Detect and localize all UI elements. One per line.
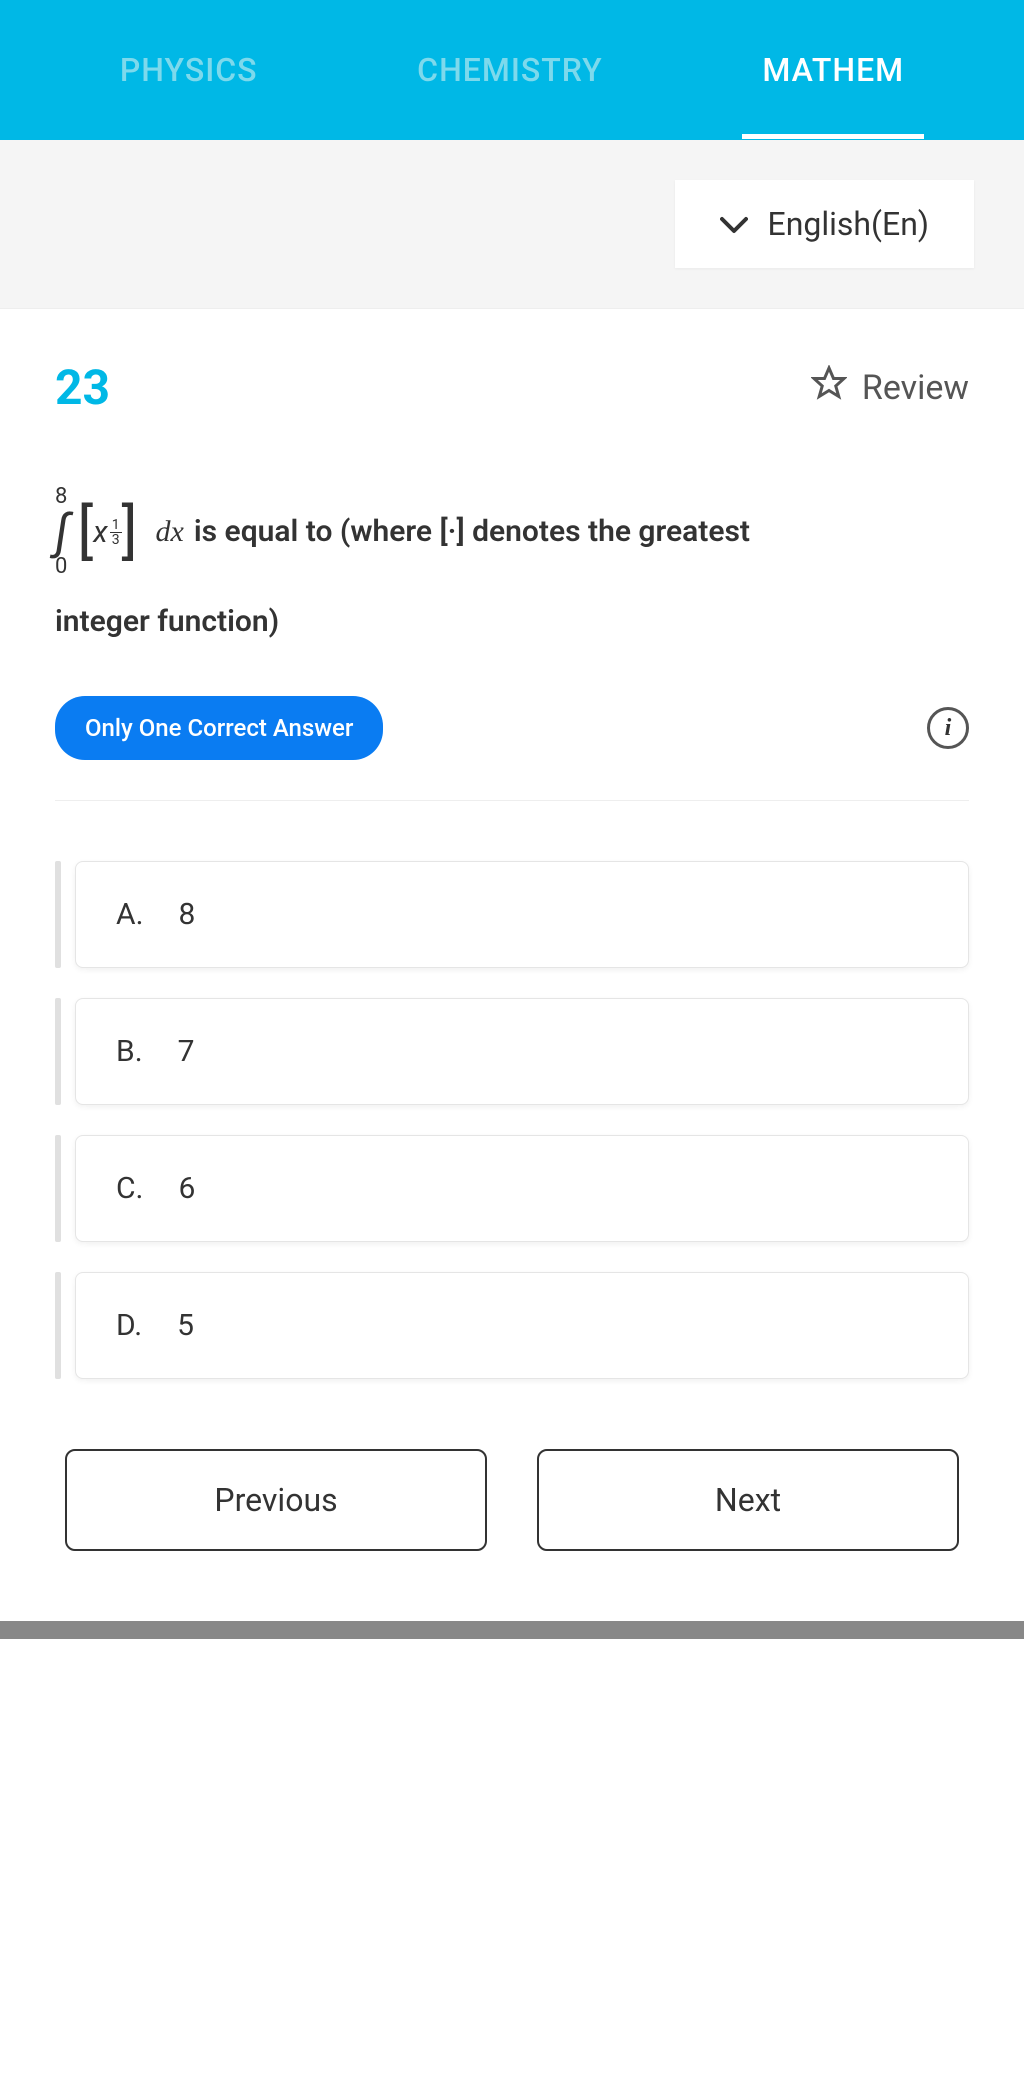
option-card: D. 5	[75, 1272, 969, 1379]
integral-symbol: 8 ∫ 0	[55, 486, 67, 578]
option-a[interactable]: A. 8	[55, 861, 969, 968]
exp-numerator: 1	[110, 518, 122, 533]
options-list: A. 8 B. 7 C. 6 D. 5	[55, 861, 969, 1379]
option-letter: B.	[116, 1034, 143, 1069]
option-indicator	[55, 998, 61, 1105]
tab-chemistry[interactable]: CHEMISTRY	[397, 1, 623, 139]
question-text-1: is equal to (where [·] denotes the great…	[194, 508, 750, 556]
answer-type-badge: Only One Correct Answer	[55, 696, 383, 760]
exponent-fraction: 1 3	[110, 518, 122, 547]
tab-mathematics[interactable]: MATHEM	[742, 1, 924, 139]
integral-sign: ∫	[55, 508, 67, 556]
next-button[interactable]: Next	[537, 1449, 959, 1551]
exp-denominator: 3	[112, 533, 120, 547]
tab-physics[interactable]: PHYSICS	[100, 1, 278, 139]
previous-button[interactable]: Previous	[65, 1449, 487, 1551]
info-icon[interactable]: i	[927, 707, 969, 749]
right-bracket: ]	[122, 508, 138, 556]
option-indicator	[55, 861, 61, 968]
question-header: 23 Review	[55, 359, 969, 416]
footer-bar	[0, 1621, 1024, 1639]
option-letter: A.	[116, 897, 143, 932]
language-bar: English(En)	[0, 140, 1024, 309]
question-number: 23	[55, 359, 110, 416]
option-letter: D.	[116, 1308, 142, 1343]
option-card: C. 6	[75, 1135, 969, 1242]
math-expression: 8 ∫ 0 [ x 1 3 ] dx is equal to (where [·…	[55, 486, 969, 578]
left-bracket: [	[77, 508, 93, 556]
option-value: 7	[178, 1034, 195, 1069]
subject-tabs: PHYSICS CHEMISTRY MATHEM	[0, 0, 1024, 140]
integral-lower: 0	[55, 556, 67, 578]
option-b[interactable]: B. 7	[55, 998, 969, 1105]
bracket-expression: [ x 1 3 ]	[77, 508, 137, 556]
option-c[interactable]: C. 6	[55, 1135, 969, 1242]
option-letter: C.	[116, 1171, 143, 1206]
review-button[interactable]: Review	[811, 365, 969, 410]
question-content: 23 Review 8 ∫ 0 [ x 1 3	[0, 309, 1024, 1581]
base-var: x	[93, 515, 107, 550]
option-indicator	[55, 1272, 61, 1379]
language-label: English(En)	[768, 205, 929, 243]
question-text-2: integer function)	[55, 598, 969, 646]
chevron-down-icon	[720, 205, 748, 243]
question-body: 8 ∫ 0 [ x 1 3 ] dx is equal to (where [·…	[55, 486, 969, 646]
option-d[interactable]: D. 5	[55, 1272, 969, 1379]
option-indicator	[55, 1135, 61, 1242]
review-label: Review	[862, 368, 969, 408]
dx: dx	[156, 515, 184, 549]
option-value: 5	[177, 1308, 194, 1343]
option-value: 8	[178, 897, 195, 932]
language-selector[interactable]: English(En)	[675, 180, 974, 268]
option-card: B. 7	[75, 998, 969, 1105]
option-card: A. 8	[75, 861, 969, 968]
star-icon	[811, 365, 847, 410]
option-value: 6	[178, 1171, 195, 1206]
answer-type-row: Only One Correct Answer i	[55, 696, 969, 801]
navigation-buttons: Previous Next	[55, 1449, 969, 1551]
